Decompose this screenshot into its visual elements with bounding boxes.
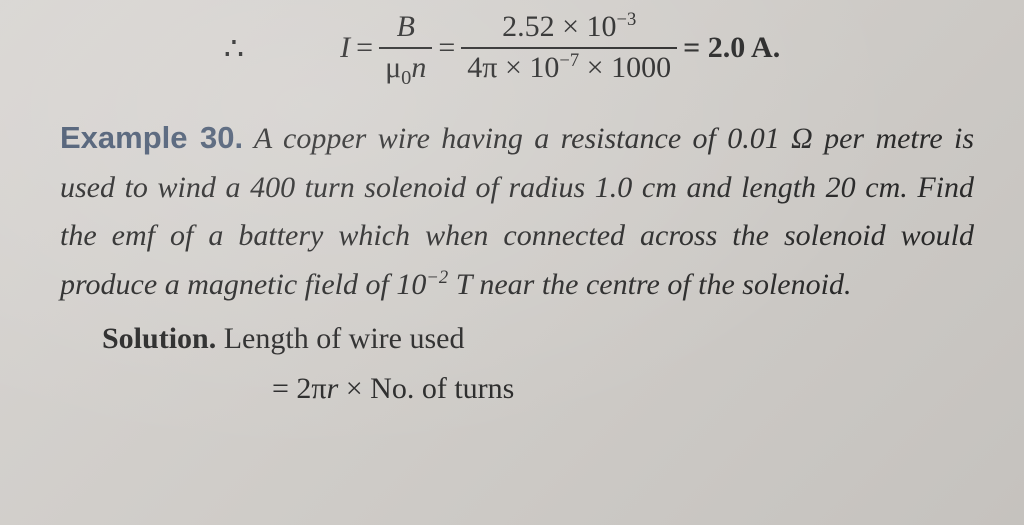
frac2-den-b: × 1000 [579,51,671,84]
frac2-den: 4π × 10−7 × 1000 [461,47,677,86]
frac1-num: B [391,10,421,47]
therefore-symbol: ∴ [224,29,244,67]
mu-sub: 0 [401,67,411,89]
sol-eq: = 2π [272,372,327,405]
eq-sign-2: = [438,31,455,65]
example-label: Example 30. [60,120,243,155]
solution-label: Solution. [102,322,216,355]
n-var: n [411,51,426,84]
sol-times: × No. of turns [338,372,514,405]
frac2-num-exp: −3 [617,9,637,30]
example-exp: −2 [426,267,448,288]
eq-sign-1: = [356,31,373,65]
equation-line: ∴ I = B μ0n = 2.52 × 10−3 4π × 10−7 × 10… [60,10,974,85]
solution-line1: Length of wire used [216,322,464,355]
fraction-2: 2.52 × 10−3 4π × 10−7 × 1000 [461,10,677,85]
frac2-den-exp: −7 [559,50,579,71]
sol-r: r [327,372,339,405]
frac2-num: 2.52 × 10−3 [496,10,642,47]
eq-lhs: I [340,31,350,65]
eq-result: = 2.0 A. [683,31,780,65]
solution-block: Solution. Length of wire used = 2πr × No… [102,315,974,413]
solution-expression: = 2πr × No. of turns [272,365,974,413]
frac2-den-a: 4π × 10 [467,51,559,84]
mu: μ [385,51,401,84]
example-block: Example 30. A copper wire having a resis… [60,113,974,309]
fraction-1: B μ0n [379,10,432,85]
example-text-b: T near the centre of the solenoid. [448,268,851,301]
frac1-den: μ0n [379,47,432,86]
frac2-num-a: 2.52 × 10 [502,10,616,43]
